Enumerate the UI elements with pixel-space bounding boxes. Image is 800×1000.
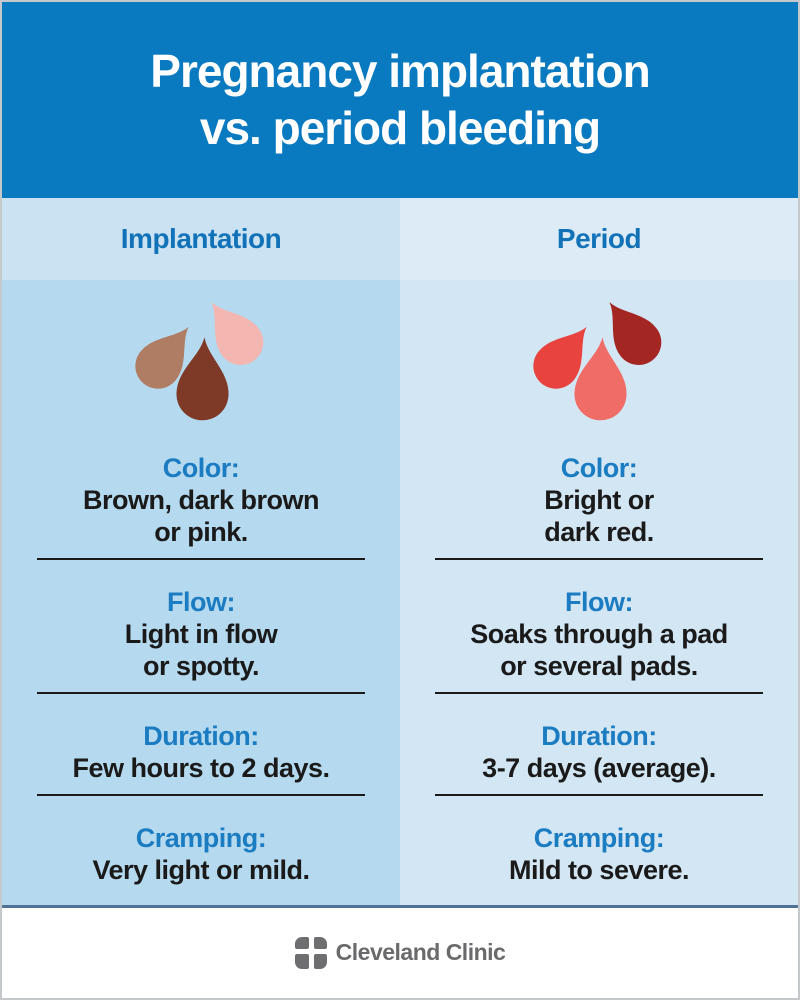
section-divider	[435, 794, 763, 796]
period-flow-section: Flow: Soaks through a pad or several pad…	[400, 586, 798, 694]
section-label: Duration:	[541, 721, 657, 751]
comparison-body: Color: Brown, dark brown or pink. Flow: …	[2, 280, 798, 908]
section-text: Mild to severe.	[508, 855, 690, 885]
section-text: Very light or mild.	[92, 855, 310, 885]
dark-red-blood-drop-icon	[587, 285, 675, 378]
column-header-implantation: Implantation	[2, 198, 400, 280]
section-divider	[435, 692, 763, 694]
section-text: Few hours to 2 days.	[72, 753, 330, 783]
section-divider	[37, 558, 365, 560]
section-text: Bright or	[544, 485, 654, 515]
section-text: Soaks through a pad	[470, 619, 728, 649]
section-label: Cramping:	[135, 823, 267, 853]
column-header-period: Period	[400, 198, 798, 280]
section-text: Light in flow	[124, 619, 278, 649]
section-label: Cramping:	[533, 823, 665, 853]
period-color-section: Color: Bright or dark red.	[400, 452, 798, 560]
section-label: Color:	[560, 453, 638, 483]
period-column: Color: Bright or dark red. Flow: Soaks t…	[400, 280, 798, 905]
implantation-color-section: Color: Brown, dark brown or pink.	[2, 452, 400, 560]
section-text: dark red.	[544, 517, 654, 547]
period-drops-illustration	[400, 280, 798, 452]
implantation-duration-section: Duration: Few hours to 2 days.	[2, 720, 400, 796]
section-label: Flow:	[167, 587, 235, 617]
cleveland-clinic-logo-icon	[294, 936, 327, 969]
section-text: or pink.	[154, 517, 248, 547]
section-divider	[435, 558, 763, 560]
section-label: Duration:	[143, 721, 259, 751]
section-text: Brown, dark brown	[82, 485, 320, 515]
section-divider	[37, 692, 365, 694]
medium-red-blood-drop-icon	[569, 335, 634, 424]
section-label: Flow:	[565, 587, 633, 617]
bright-red-blood-drop-icon	[519, 309, 608, 402]
section-label: Color:	[162, 453, 240, 483]
page-title-line-2: vs. period bleeding	[199, 102, 601, 154]
implantation-cramping-section: Cramping: Very light or mild.	[2, 822, 400, 886]
tan-blood-drop-icon	[121, 309, 210, 402]
brand-name: Cleveland Clinic	[335, 939, 506, 965]
section-text: or several pads.	[500, 651, 698, 681]
implantation-column: Color: Brown, dark brown or pink. Flow: …	[2, 280, 400, 905]
section-divider	[37, 794, 365, 796]
title-band: Pregnancy implantation vs. period bleedi…	[2, 2, 798, 198]
period-cramping-section: Cramping: Mild to severe.	[400, 822, 798, 886]
period-duration-section: Duration: 3-7 days (average).	[400, 720, 798, 796]
implantation-flow-section: Flow: Light in flow or spotty.	[2, 586, 400, 694]
column-header-row: Implantation Period	[2, 198, 798, 280]
footer: Cleveland Clinic	[2, 908, 798, 997]
pink-blood-drop-icon	[189, 285, 277, 378]
section-text: or spotty.	[143, 651, 260, 681]
page-title-line-1: Pregnancy implantation	[150, 45, 650, 97]
implantation-drops-illustration	[2, 280, 400, 452]
section-text: 3-7 days (average).	[482, 753, 716, 783]
dark-brown-blood-drop-icon	[171, 335, 236, 424]
